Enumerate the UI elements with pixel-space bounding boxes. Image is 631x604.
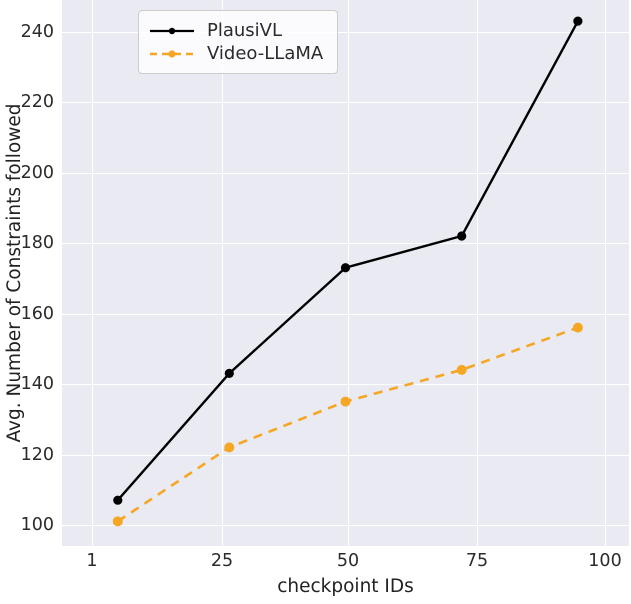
gridline-horizontal — [62, 525, 629, 527]
y-axis-title: Avg. Number of Constraints followed — [4, 103, 25, 443]
x-tick-label: 100 — [588, 551, 622, 571]
plot-area: PlausiVL Video-LLaMA — [62, 0, 629, 546]
gridline-vertical — [222, 0, 224, 546]
x-tick-label: 50 — [336, 551, 360, 571]
legend-item-plausivl: PlausiVL — [149, 19, 323, 42]
data-point — [340, 263, 351, 273]
gridline-vertical — [92, 0, 94, 546]
y-tick-label: 220 — [20, 92, 54, 112]
gridline-vertical — [477, 0, 479, 546]
x-axis-tick-labels: 1 25 50 75 100 — [62, 551, 629, 577]
series-plot — [112, 16, 583, 527]
legend-label: PlausiVL — [207, 20, 283, 41]
gridline-horizontal — [62, 32, 629, 34]
data-point — [112, 516, 123, 527]
data-point — [456, 364, 467, 375]
gridline-horizontal — [62, 314, 629, 316]
x-tick-label: 75 — [465, 551, 489, 571]
y-tick-label: 200 — [20, 163, 54, 183]
y-tick-label: 120 — [20, 445, 54, 465]
legend-item-video-llama: Video-LLaMA — [149, 42, 323, 65]
x-tick-label: 25 — [210, 551, 234, 571]
data-point — [573, 16, 583, 26]
x-axis-title: checkpoint IDs — [277, 576, 414, 597]
data-point — [340, 396, 351, 407]
gridline-horizontal — [62, 384, 629, 386]
gridline-vertical — [348, 0, 350, 546]
data-point — [113, 495, 123, 505]
gridline-horizontal — [62, 102, 629, 104]
markers-series-plausivl — [113, 16, 583, 505]
y-tick-label: 240 — [20, 22, 54, 42]
gridline-horizontal — [62, 455, 629, 457]
gridline-horizontal — [62, 173, 629, 175]
data-point — [224, 368, 234, 378]
data-point — [572, 322, 583, 333]
y-axis-tick-labels: 100 120 140 160 180 200 220 240 — [0, 0, 54, 546]
data-point — [224, 442, 235, 453]
markers-series-video-llama — [112, 322, 583, 527]
y-tick-label: 100 — [20, 515, 54, 535]
data-point — [457, 231, 467, 241]
line-series-video-llama — [117, 326, 579, 523]
legend-label: Video-LLaMA — [207, 43, 324, 64]
legend-swatch-solid-line-icon — [150, 27, 194, 34]
y-tick-label: 160 — [20, 304, 54, 324]
x-tick-label: 1 — [86, 551, 98, 571]
legend-swatch-dashed-line-icon — [150, 49, 194, 58]
y-tick-label: 140 — [20, 374, 54, 394]
y-tick-label: 180 — [20, 233, 54, 253]
line-series-plausivl — [116, 19, 580, 502]
gridline-horizontal — [62, 243, 629, 245]
gridline-vertical — [605, 0, 607, 546]
chart-legend: PlausiVL Video-LLaMA — [138, 10, 339, 74]
